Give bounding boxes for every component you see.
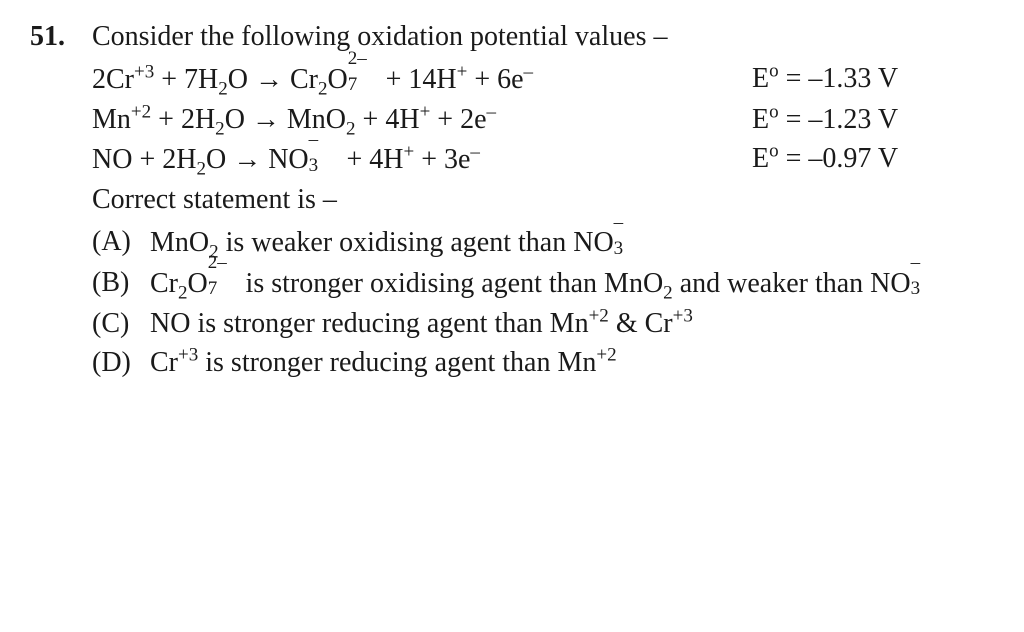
option-c: (C) NO is stronger reducing agent than M… [92, 305, 994, 343]
equation-row: NO + 2H2O → NO–3 + 4H+ + 3e– Eo = –0.97 … [92, 140, 994, 179]
option-text: NO is stronger reducing agent than Mn+2 … [150, 305, 994, 343]
option-text: MnO2 is weaker oxidising agent than NO–3 [150, 223, 994, 262]
equation-lhs: NO + 2H2O → NO–3 + 4H+ + 3e– [92, 140, 752, 179]
option-label: (B) [92, 264, 150, 303]
question-stem: Consider the following oxidation potenti… [92, 18, 994, 56]
option-text: Cr2O2–7 is stronger oxidising agent than… [150, 264, 994, 303]
correct-statement-line: Correct statement is – [92, 181, 994, 219]
question-row: 51. Consider the following oxidation pot… [30, 18, 994, 384]
option-b: (B) Cr2O2–7 is stronger oxidising agent … [92, 264, 994, 303]
option-text: Cr+3 is stronger reducing agent than Mn+… [150, 344, 994, 382]
equation-row: Mn+2 + 2H2O → MnO2 + 4H+ + 2e– Eo = –1.2… [92, 101, 994, 139]
option-d: (D) Cr+3 is stronger reducing agent than… [92, 344, 994, 382]
question-block: 51. Consider the following oxidation pot… [0, 0, 1024, 404]
option-a: (A) MnO2 is weaker oxidising agent than … [92, 223, 994, 262]
equation-row: 2Cr+3 + 7H2O → Cr2O2–7 + 14H+ + 6e– Eo =… [92, 60, 994, 99]
option-label: (C) [92, 305, 150, 343]
question-body: Consider the following oxidation potenti… [92, 18, 994, 384]
option-label: (D) [92, 344, 150, 382]
equation-lhs: 2Cr+3 + 7H2O → Cr2O2–7 + 14H+ + 6e– [92, 60, 752, 99]
option-label: (A) [92, 223, 150, 262]
equation-eo: Eo = –1.23 V [752, 101, 994, 139]
equation-eo: Eo = –0.97 V [752, 140, 994, 179]
equation-eo: Eo = –1.33 V [752, 60, 994, 99]
equation-lhs: Mn+2 + 2H2O → MnO2 + 4H+ + 2e– [92, 101, 752, 139]
question-number: 51. [30, 18, 92, 56]
